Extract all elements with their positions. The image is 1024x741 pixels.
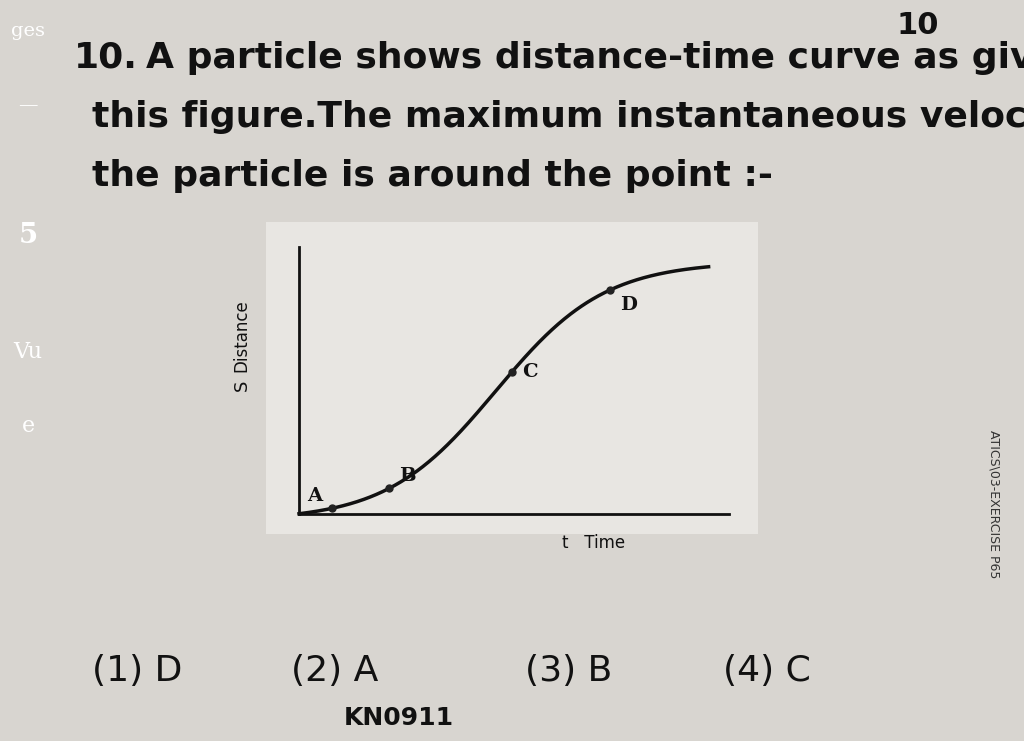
- Text: 5: 5: [18, 222, 38, 249]
- Text: (1) D: (1) D: [92, 654, 182, 688]
- Text: 10.: 10.: [75, 41, 138, 75]
- Text: e: e: [22, 415, 35, 437]
- Text: A: A: [307, 487, 323, 505]
- Text: ges: ges: [11, 22, 45, 40]
- Text: the particle is around the point :-: the particle is around the point :-: [92, 159, 773, 193]
- Text: A particle shows distance-time curve as given in: A particle shows distance-time curve as …: [146, 41, 1024, 75]
- Text: C: C: [522, 363, 538, 381]
- Text: Vu: Vu: [13, 341, 43, 363]
- Text: (2) A: (2) A: [291, 654, 378, 688]
- Text: KN0911: KN0911: [344, 706, 454, 730]
- Text: S: S: [232, 379, 251, 391]
- Text: D: D: [621, 296, 638, 313]
- Text: —: —: [18, 96, 38, 114]
- Text: ATICS\03-EXERCISE P65: ATICS\03-EXERCISE P65: [987, 430, 1000, 578]
- Text: this figure.The maximum instantaneous velocity of: this figure.The maximum instantaneous ve…: [92, 100, 1024, 134]
- Text: 10: 10: [897, 11, 939, 40]
- Text: (3) B: (3) B: [525, 654, 612, 688]
- Text: B: B: [399, 467, 416, 485]
- Text: t   Time: t Time: [562, 534, 626, 552]
- Text: Distance: Distance: [232, 299, 251, 372]
- Text: (4) C: (4) C: [723, 654, 811, 688]
